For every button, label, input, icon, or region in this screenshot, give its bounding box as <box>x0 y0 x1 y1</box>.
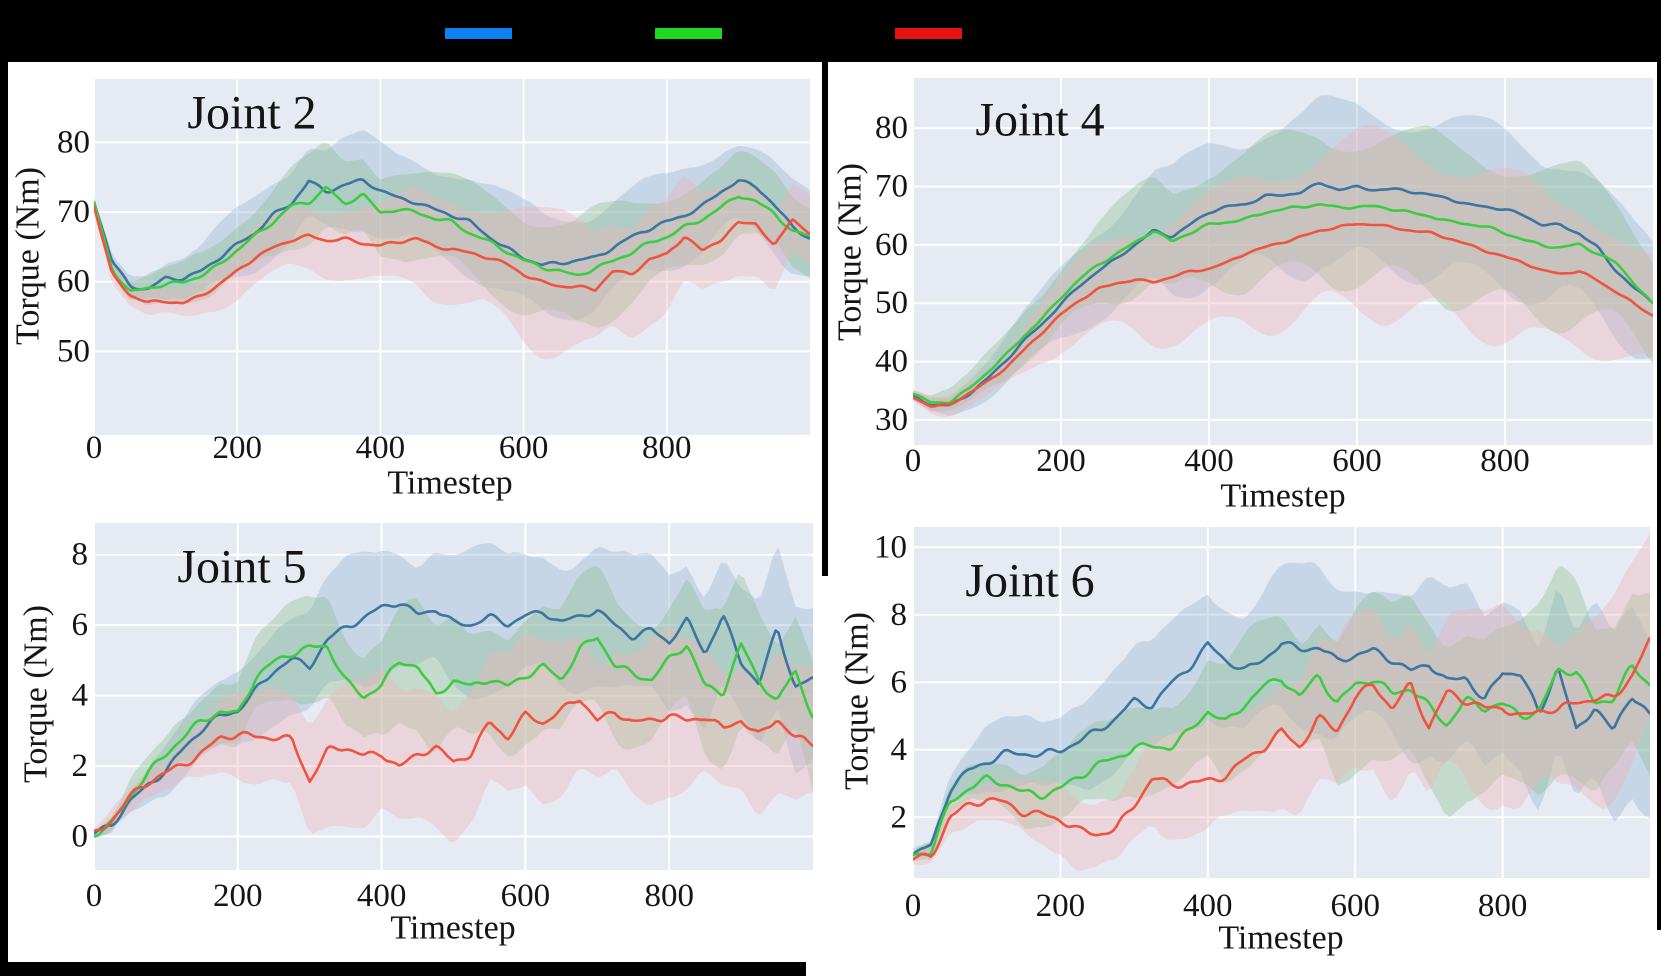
top-border <box>0 0 1661 62</box>
legend-swatch-red <box>895 28 962 39</box>
legend-swatch-green <box>655 28 722 39</box>
left-border <box>0 0 8 976</box>
legend-swatch-blue <box>445 28 512 39</box>
right-border <box>1657 0 1661 930</box>
bottom-border <box>0 962 806 976</box>
figure-background <box>8 62 1661 976</box>
column-divider <box>822 0 828 576</box>
